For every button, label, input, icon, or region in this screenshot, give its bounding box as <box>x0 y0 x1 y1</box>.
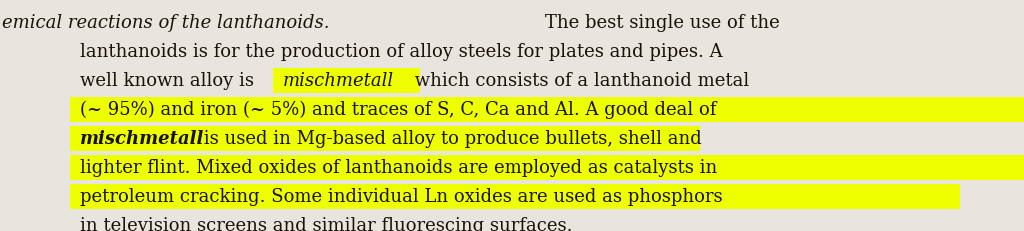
Text: is used in Mg-based alloy to produce bullets, shell and: is used in Mg-based alloy to produce bul… <box>198 129 701 147</box>
Text: mischmetall: mischmetall <box>80 129 205 147</box>
Text: well known alloy is: well known alloy is <box>80 72 260 90</box>
Text: mischmetall: mischmetall <box>283 72 394 90</box>
Text: The best single use of the: The best single use of the <box>545 14 779 32</box>
Text: petroleum cracking. Some individual Ln oxides are used as phosphors: petroleum cracking. Some individual Ln o… <box>80 187 723 205</box>
Text: emical reactions of the lanthanoids.: emical reactions of the lanthanoids. <box>2 14 330 32</box>
Text: lighter flint. Mixed oxides of lanthanoids are employed as catalysts in: lighter flint. Mixed oxides of lanthanoi… <box>80 158 717 176</box>
Text: lanthanoids is for the production of alloy steels for plates and pipes. A: lanthanoids is for the production of all… <box>80 43 723 61</box>
Text: which consists of a lanthanoid metal: which consists of a lanthanoid metal <box>409 72 750 90</box>
Text: (~ 95%) and iron (~ 5%) and traces of S, C, Ca and Al. A good deal of: (~ 95%) and iron (~ 5%) and traces of S,… <box>80 100 717 119</box>
Bar <box>70 155 1024 180</box>
Bar <box>70 184 961 209</box>
Bar <box>70 97 1024 122</box>
Bar <box>273 69 420 94</box>
Text: in television screens and similar fluorescing surfaces.: in television screens and similar fluore… <box>80 216 572 231</box>
Bar <box>70 126 700 151</box>
